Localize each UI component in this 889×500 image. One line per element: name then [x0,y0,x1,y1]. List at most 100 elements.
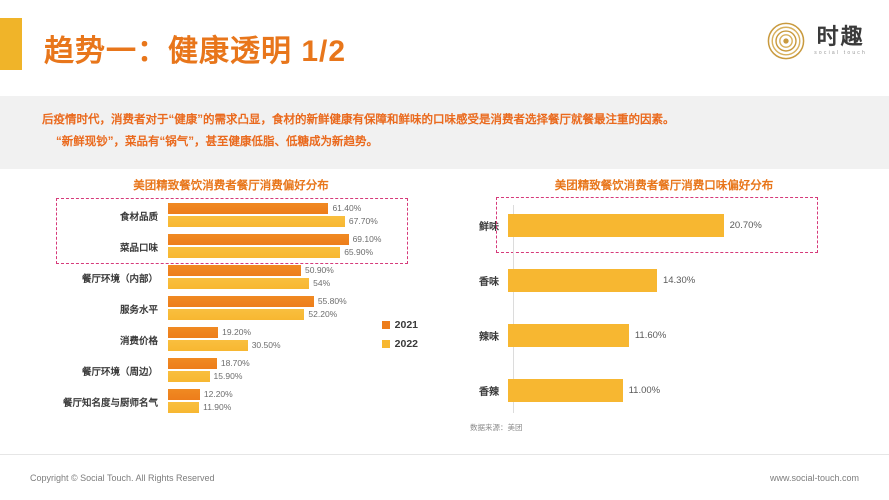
chart-row-label: 香辣 [479,386,499,398]
chart-bar[interactable] [508,213,724,237]
footer-website[interactable]: www.social-touch.com [769,472,859,483]
chart-bar[interactable] [168,246,341,258]
chart-bar-value: 15.90% [213,371,243,381]
chart-bar-value: 67.70% [348,216,378,226]
chart-bar-value: 30.50% [251,340,281,350]
chart-bar-value: 12.20% [203,389,233,399]
chart-bar[interactable] [168,339,248,351]
chart-bar-value: 18.70% [220,358,250,368]
page-title: 趋势一：健康透明 1/2 [44,35,347,68]
chart-row-label: 食材品质 [119,211,158,223]
chart-row-bars: 19.20% 30.50% [168,326,446,353]
chart-row-bars: 11.00% [508,378,876,402]
chart-bar-value: 11.60% [634,329,667,341]
chart-row: 餐厅环境（内部） 50.90% 54% [16,263,446,292]
chart-bar[interactable] [508,323,629,347]
spiral-circle-icon [767,22,805,60]
chart-row-bars: 14.30% [508,268,876,292]
legend-item-2021[interactable]: 2021 [381,319,418,331]
chart-row-label: 菜品口味 [119,242,158,254]
chart-bar[interactable] [508,268,657,292]
chart-bar[interactable] [168,277,310,289]
chart-bar[interactable] [168,326,219,338]
chart-bar[interactable] [168,264,302,276]
chart-row-bars: 12.20% 11.90% [168,388,446,415]
chart-bar-value: 54% [313,278,331,288]
chart-bar[interactable] [168,370,210,382]
chart-bar-line: 61.40% [168,202,446,214]
description-band: 后疫情时代，消费者对于“健康”的需求凸显，食材的新鲜健康有保障和鲜味的口味感受是… [0,96,889,169]
slide-header: 趋势一：健康透明 1/2 时趣 social touch [0,0,889,96]
chart-bar[interactable] [168,388,200,400]
brand-logo-text: 时趣 social touch [814,26,867,56]
chart-bar-line: 52.20% [168,308,446,320]
chart-restaurant-preference: 美团精致餐饮消费者餐厅消费偏好分布 食材品质 61.40% 67.70% 菜品口味 69… [16,169,446,427]
chart-row-bars: 50.90% 54% [168,264,446,291]
right-chart-plot: 鲜味 20.70% 香味 14.30% 辣味 11.60% 香辣 11.00% 数据来源：美团 [452,197,876,432]
chart-bar[interactable] [168,357,217,369]
chart-bar-line: 69.10% [168,233,446,245]
chart-row-bars: 69.10% 65.90% [168,233,446,260]
chart-row-label: 香味 [479,276,499,288]
chart-row-label: 辣味 [479,331,499,343]
chart-bar-value: 19.20% [222,327,252,337]
chart-bar[interactable] [168,233,349,245]
chart-row: 消费价格 19.20% 30.50% [16,325,446,354]
left-chart-rows: 食材品质 61.40% 67.70% 菜品口味 69.10% 65.90% 餐厅环境（内部）… [16,201,446,416]
chart-taste-preference: 美团精致餐饮消费者餐厅消费口味偏好分布 鲜味 20.70% 香味 14.30% 辣味 11… [452,169,876,432]
chart-row-label: 餐厅环境（周边） [81,366,158,378]
brand-name-cn: 时趣 [816,24,865,49]
chart-bar-line: 12.20% [168,388,446,400]
chart-row-bars: 61.40% 67.70% [168,202,446,229]
chart-row: 食材品质 61.40% 67.70% [16,201,446,230]
legend-label-2022: 2022 [394,338,418,350]
chart-row-label: 服务水平 [119,304,158,316]
chart-bar-line: 67.70% [168,215,446,227]
legend-swatch-icon-2022 [381,340,390,348]
chart-row-bars: 18.70% 15.90% [168,357,446,384]
chart-bar-line: 15.90% [168,370,446,382]
description-line-1: 后疫情时代，消费者对于“健康”的需求凸显，食材的新鲜健康有保障和鲜味的口味感受是… [42,114,675,126]
right-chart-rows: 鲜味 20.70% 香味 14.30% 辣味 11.60% 香辣 11.00% [452,201,876,414]
chart-bar-line: 50.90% [168,264,446,276]
chart-bar-value: 52.20% [308,309,338,319]
chart-row: 鲜味 20.70% [452,201,876,249]
chart-title-left: 美团精致餐饮消费者餐厅消费偏好分布 [133,180,329,192]
chart-bar-value: 65.90% [344,247,374,257]
chart-bar-line: 19.20% [168,326,446,338]
chart-row-label: 餐厅环境（内部） [81,273,158,285]
legend-swatch-icon-2021 [381,321,390,329]
right-chart-axis-line [513,205,514,413]
chart-bar-line: 55.80% [168,295,446,307]
chart-row: 辣味 11.60% [452,311,876,359]
chart-bar[interactable] [508,378,623,402]
left-chart-plot: 食材品质 61.40% 67.70% 菜品口味 69.10% 65.90% 餐厅环境（内部）… [16,198,446,427]
chart-bar-value: 69.10% [352,234,382,244]
chart-bar[interactable] [168,308,305,320]
chart-bar-value: 50.90% [305,265,334,275]
slide-footer: Copyright © Social Touch. All Rights Res… [0,454,889,500]
chart-row-bars: 20.70% [508,213,876,237]
chart-bar-line: 11.90% [168,401,446,413]
chart-row: 菜品口味 69.10% 65.90% [16,232,446,261]
legend-item-2022[interactable]: 2022 [381,338,418,350]
chart-bar[interactable] [168,401,200,413]
chart-row: 香味 14.30% [452,256,876,304]
chart-bar-value: 55.80% [317,296,347,306]
chart-bar-value: 14.30% [662,274,696,286]
title-accent-bar [0,18,22,70]
chart-bar[interactable] [168,295,314,307]
chart-bar-value: 20.70% [729,219,762,231]
chart-bar-line: 65.90% [168,246,446,258]
chart-bar-line: 30.50% [168,339,446,351]
chart-bar[interactable] [168,202,329,214]
chart-bar[interactable] [168,215,345,227]
chart-row: 餐厅环境（周边） 18.70% 15.90% [16,356,446,385]
chart-legend: 2021 2022 [381,319,418,350]
chart-bar-line: 54% [168,277,446,289]
chart-bar-value: 61.40% [332,203,362,213]
description-line-2: “新鲜现钞”，菜品有“锅气”，甚至健康低脂、低糖成为新趋势。 [56,136,378,148]
chart-bar-line: 18.70% [168,357,446,369]
chart-row: 服务水平 55.80% 52.20% [16,294,446,323]
chart-row-label: 消费价格 [119,335,158,347]
